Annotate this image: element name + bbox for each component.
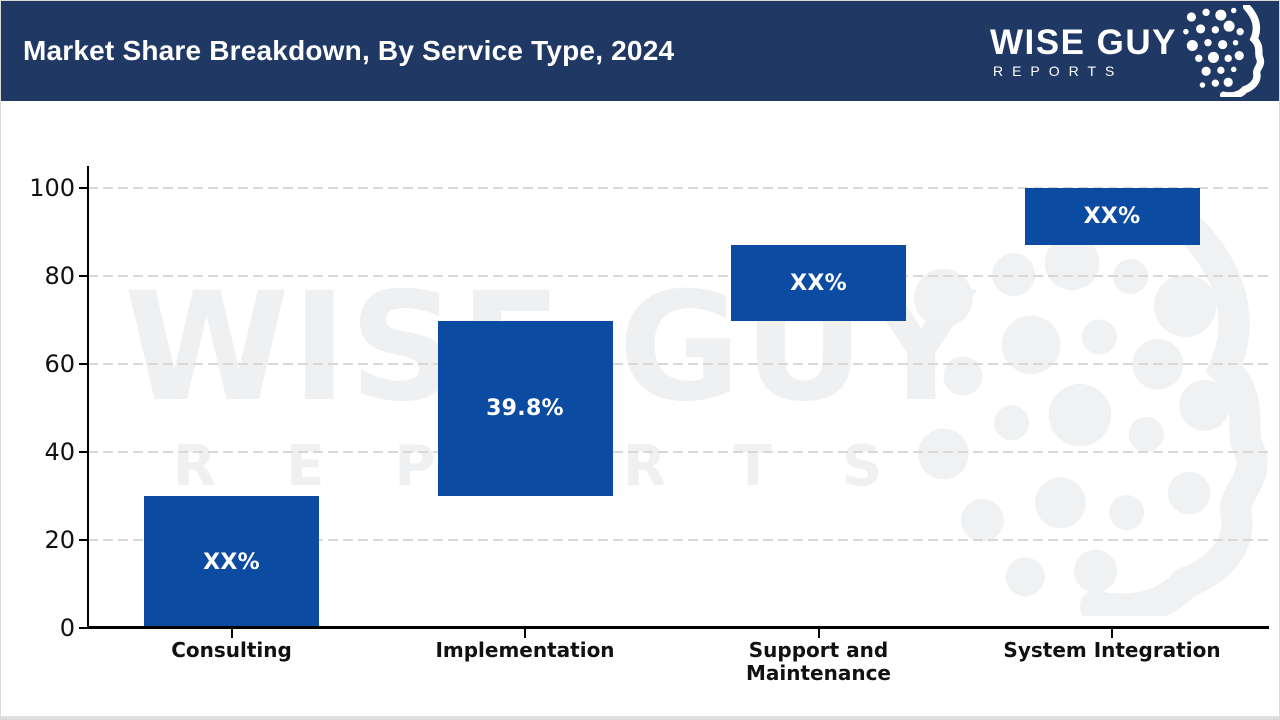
footer-divider [1, 716, 1279, 719]
brand-logo-text: WISE GUY REPORTS [990, 25, 1177, 78]
category-label-consulting: Consulting [171, 638, 292, 662]
y-tick-label: 60 [44, 350, 75, 378]
header-bar: Market Share Breakdown, By Service Type,… [1, 1, 1279, 101]
bar-value-label: XX% [203, 549, 260, 575]
y-tick-label: 100 [29, 174, 75, 202]
bar-implementation: 39.8% [437, 320, 613, 496]
y-axis-tick [79, 627, 88, 629]
y-tick-label: 40 [44, 438, 75, 466]
page-title: Market Share Breakdown, By Service Type,… [23, 35, 675, 66]
gridline [88, 539, 1269, 541]
gridline [88, 363, 1269, 365]
y-tick-label: 20 [44, 526, 75, 554]
brand-name: WISE GUY [989, 22, 1177, 62]
bar-value-label: 39.8% [486, 395, 564, 421]
y-axis-tick [79, 451, 88, 453]
dotted-head-icon [1183, 5, 1265, 97]
x-axis-tick [524, 629, 526, 638]
brand-subtitle: REPORTS [992, 62, 1124, 79]
category-label-system-integration: System Integration [1003, 638, 1221, 662]
bar-support-and-maintenance: XX% [731, 245, 906, 321]
x-axis-tick [817, 629, 820, 638]
y-tick-label: 80 [44, 262, 75, 290]
x-axis-tick [230, 629, 233, 638]
gridline [88, 187, 1269, 189]
y-axis-tick [79, 187, 88, 189]
y-axis-tick [79, 539, 88, 541]
bar-consulting: XX% [144, 496, 319, 628]
bar-value-label: XX% [1083, 204, 1141, 230]
category-label-implementation: Implementation [435, 638, 615, 662]
y-axis-line [87, 166, 89, 629]
bar-value-label: XX% [790, 270, 847, 296]
bar-system-integration: XX% [1024, 188, 1200, 246]
brand-logo: WISE GUY REPORTS [990, 5, 1267, 97]
gridline [88, 451, 1269, 453]
category-label-support-and-maintenance: Support and Maintenance [745, 638, 891, 685]
y-axis-tick [79, 275, 88, 277]
x-axis-tick [1111, 629, 1113, 638]
x-axis-line [87, 626, 1269, 629]
y-axis-tick [79, 363, 88, 365]
y-tick-label: 0 [59, 614, 75, 642]
gridline [88, 275, 1269, 277]
